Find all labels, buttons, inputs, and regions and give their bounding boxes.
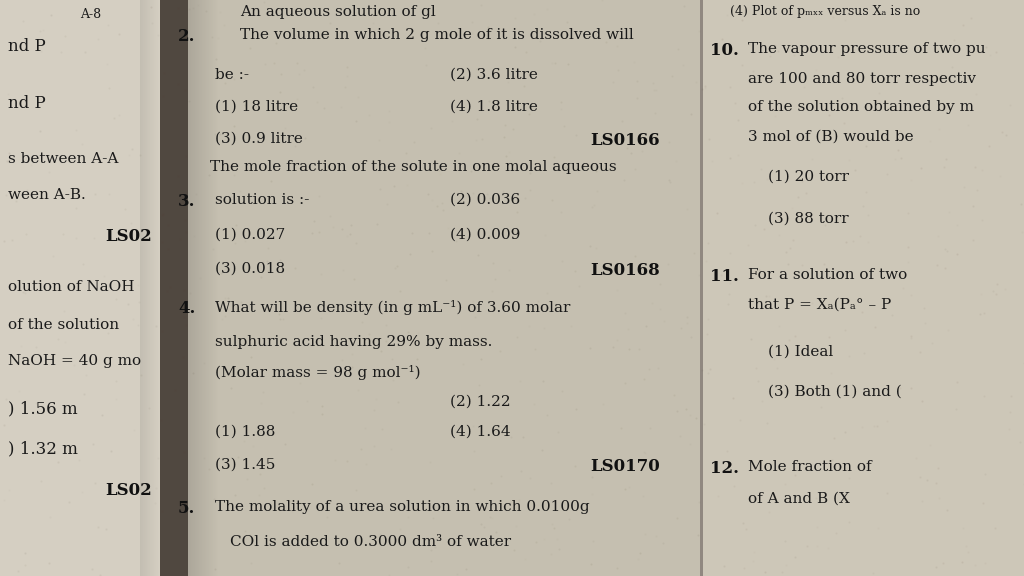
- Text: What will be density (in g mL⁻¹) of 3.60 molar: What will be density (in g mL⁻¹) of 3.60…: [215, 300, 570, 315]
- Text: (4) 1.8 litre: (4) 1.8 litre: [450, 100, 538, 114]
- Text: ) 1.32 m: ) 1.32 m: [8, 440, 78, 457]
- Text: 5.: 5.: [178, 500, 196, 517]
- Bar: [703, 0, 1024, 576]
- Text: LS0170: LS0170: [590, 458, 659, 475]
- Text: s between A-A: s between A-A: [8, 152, 119, 166]
- Text: (4) 1.64: (4) 1.64: [450, 425, 511, 439]
- Text: nd P: nd P: [8, 95, 46, 112]
- Text: LS02: LS02: [105, 228, 152, 245]
- Text: (2) 3.6 litre: (2) 3.6 litre: [450, 68, 538, 82]
- Text: 3.: 3.: [178, 193, 196, 210]
- Text: 10.: 10.: [710, 42, 739, 59]
- Text: The vapour pressure of two pu: The vapour pressure of two pu: [748, 42, 986, 56]
- Text: (3) 0.018: (3) 0.018: [215, 262, 285, 276]
- Text: 4.: 4.: [178, 300, 196, 317]
- Text: The mole fraction of the solute in one molal aqueous: The mole fraction of the solute in one m…: [210, 160, 616, 174]
- Text: The molality of a urea solution in which 0.0100g: The molality of a urea solution in which…: [215, 500, 590, 514]
- Bar: [160, 0, 188, 576]
- Text: (1) Ideal: (1) Ideal: [768, 345, 834, 359]
- Text: 11.: 11.: [710, 268, 739, 285]
- Text: (1) 1.88: (1) 1.88: [215, 425, 275, 439]
- Text: COl is added to 0.3000 dm³ of water: COl is added to 0.3000 dm³ of water: [230, 535, 511, 549]
- Text: LS02: LS02: [105, 482, 152, 499]
- Text: An aqueous solution of gl: An aqueous solution of gl: [240, 5, 436, 19]
- Text: The volume in which 2 g mole of it is dissolved will: The volume in which 2 g mole of it is di…: [240, 28, 634, 42]
- Text: LS0168: LS0168: [590, 262, 659, 279]
- Text: A-8: A-8: [80, 8, 101, 21]
- Text: (2) 0.036: (2) 0.036: [450, 193, 520, 207]
- Text: (Molar mass = 98 g mol⁻¹): (Molar mass = 98 g mol⁻¹): [215, 365, 421, 380]
- Text: are 100 and 80 torr respectiv: are 100 and 80 torr respectiv: [748, 72, 976, 86]
- Text: (4) Plot of pₘₓₓ versus Xₐ is no: (4) Plot of pₘₓₓ versus Xₐ is no: [730, 5, 921, 18]
- Text: that P = Xₐ(Pₐ° – P: that P = Xₐ(Pₐ° – P: [748, 298, 891, 312]
- Text: 12.: 12.: [710, 460, 739, 477]
- Text: (1) 0.027: (1) 0.027: [215, 228, 286, 242]
- Text: (1) 20 torr: (1) 20 torr: [768, 170, 849, 184]
- Text: olution of NaOH: olution of NaOH: [8, 280, 134, 294]
- Text: sulphuric acid having 29% by mass.: sulphuric acid having 29% by mass.: [215, 335, 493, 349]
- Text: (3) 88 torr: (3) 88 torr: [768, 212, 849, 226]
- Text: LS0166: LS0166: [590, 132, 659, 149]
- Text: ) 1.56 m: ) 1.56 m: [8, 400, 78, 417]
- Text: solution is :-: solution is :-: [215, 193, 309, 207]
- Text: For a solution of two: For a solution of two: [748, 268, 907, 282]
- Text: 2.: 2.: [178, 28, 196, 45]
- Text: 3 mol of (B) would be: 3 mol of (B) would be: [748, 130, 913, 144]
- Text: ween A-B.: ween A-B.: [8, 188, 86, 202]
- Bar: [188, 0, 700, 576]
- Text: Mole fraction of: Mole fraction of: [748, 460, 871, 474]
- Text: (4) 0.009: (4) 0.009: [450, 228, 520, 242]
- Text: nd P: nd P: [8, 38, 46, 55]
- Text: (3) 0.9 litre: (3) 0.9 litre: [215, 132, 303, 146]
- Bar: [0, 0, 188, 576]
- Text: of A and B (X: of A and B (X: [748, 492, 850, 506]
- Text: (1) 18 litre: (1) 18 litre: [215, 100, 298, 114]
- Text: of the solution: of the solution: [8, 318, 119, 332]
- Text: (3) Both (1) and (: (3) Both (1) and (: [768, 385, 902, 399]
- Text: (2) 1.22: (2) 1.22: [450, 395, 511, 409]
- Bar: [700, 0, 703, 576]
- Text: NaOH = 40 g mo: NaOH = 40 g mo: [8, 354, 141, 368]
- Text: be :-: be :-: [215, 68, 249, 82]
- Text: of the solution obtained by m: of the solution obtained by m: [748, 100, 974, 114]
- Text: (3) 1.45: (3) 1.45: [215, 458, 275, 472]
